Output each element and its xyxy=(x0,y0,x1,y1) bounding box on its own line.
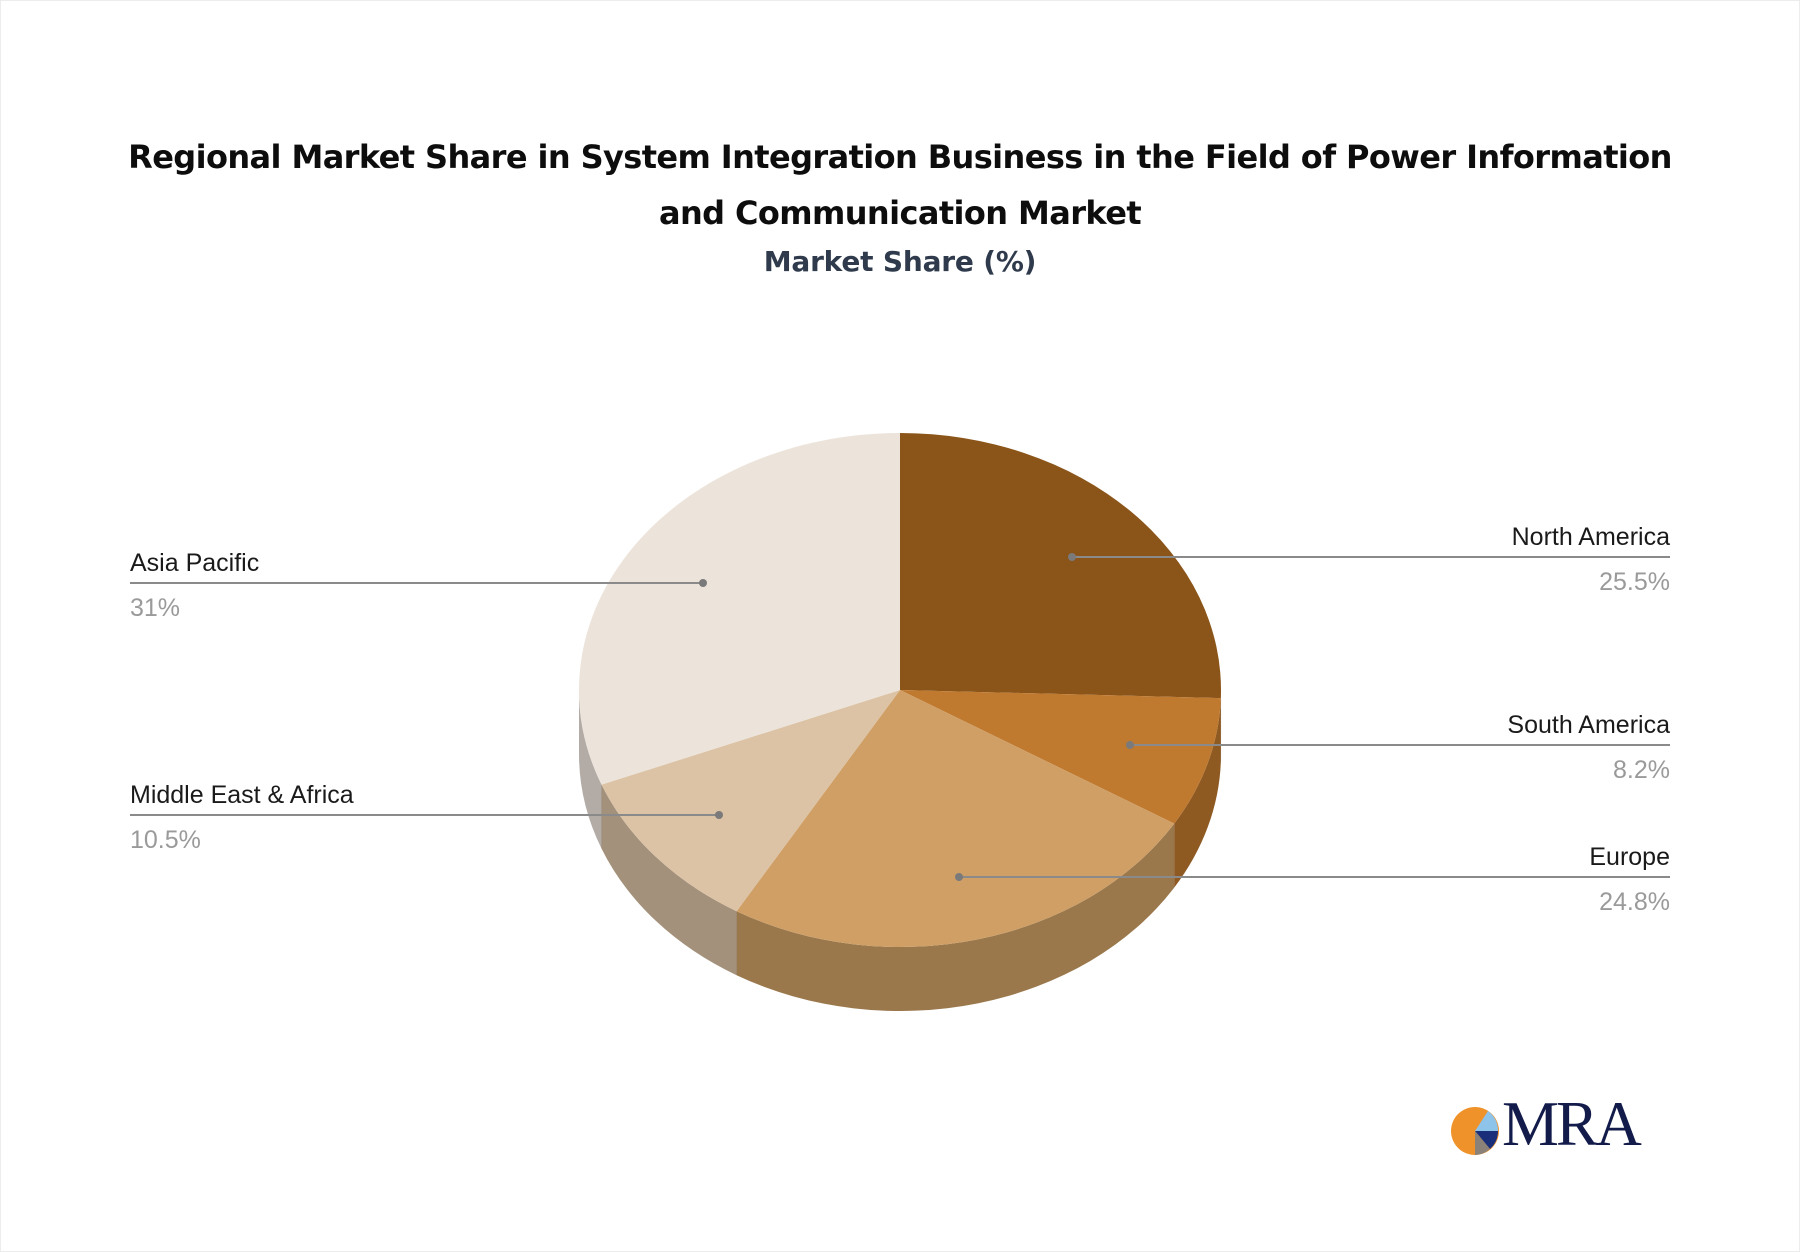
pie-slices xyxy=(579,433,1221,947)
pie-side-asia-pacific xyxy=(579,690,602,849)
pie-slice-north-america[interactable] xyxy=(900,433,1221,699)
leader-dot xyxy=(715,811,723,819)
slice-value-middle-east-africa: 10.5% xyxy=(130,826,201,854)
pie-sides xyxy=(579,690,1222,1011)
chart-title-line-1: Regional Market Share in System Integrat… xyxy=(128,138,1672,176)
leader-dot xyxy=(699,579,707,587)
slice-label-south-america: South America xyxy=(1507,711,1670,739)
leader-dot xyxy=(1068,553,1076,561)
slice-value-europe: 24.8% xyxy=(1599,888,1670,916)
pie-labels: North America 25.5% South America 8.2% Europ… xyxy=(130,523,1670,916)
logo-text: MRA xyxy=(1502,1088,1642,1159)
leader-dot xyxy=(1126,741,1134,749)
slice-value-south-america: 8.2% xyxy=(1613,756,1670,784)
logo-pie-icon xyxy=(1451,1107,1499,1155)
pie-slice-asia-pacific[interactable] xyxy=(579,433,900,785)
mra-logo: MRA xyxy=(1448,1090,1648,1158)
slice-value-asia-pacific: 31% xyxy=(130,594,180,622)
chart-subtitle: Market Share (%) xyxy=(763,245,1037,278)
slice-value-north-america: 25.5% xyxy=(1599,568,1670,596)
slice-label-europe: Europe xyxy=(1589,843,1670,871)
pie-side-europe xyxy=(736,823,1175,1011)
leader-dot xyxy=(955,873,963,881)
chart-title-line-2: and Communication Market xyxy=(658,194,1142,232)
slice-label-north-america: North America xyxy=(1512,523,1670,551)
pie-slice-south-america[interactable] xyxy=(900,690,1221,824)
slice-label-asia-pacific: Asia Pacific xyxy=(130,549,259,577)
pie-side-middle-east-africa xyxy=(601,784,737,976)
pie-slice-europe[interactable] xyxy=(736,690,1175,947)
pie-slice-middle-east-africa[interactable] xyxy=(601,690,900,912)
slice-label-middle-east-africa: Middle East & Africa xyxy=(130,781,354,809)
pie-side-south-america xyxy=(1174,698,1221,888)
